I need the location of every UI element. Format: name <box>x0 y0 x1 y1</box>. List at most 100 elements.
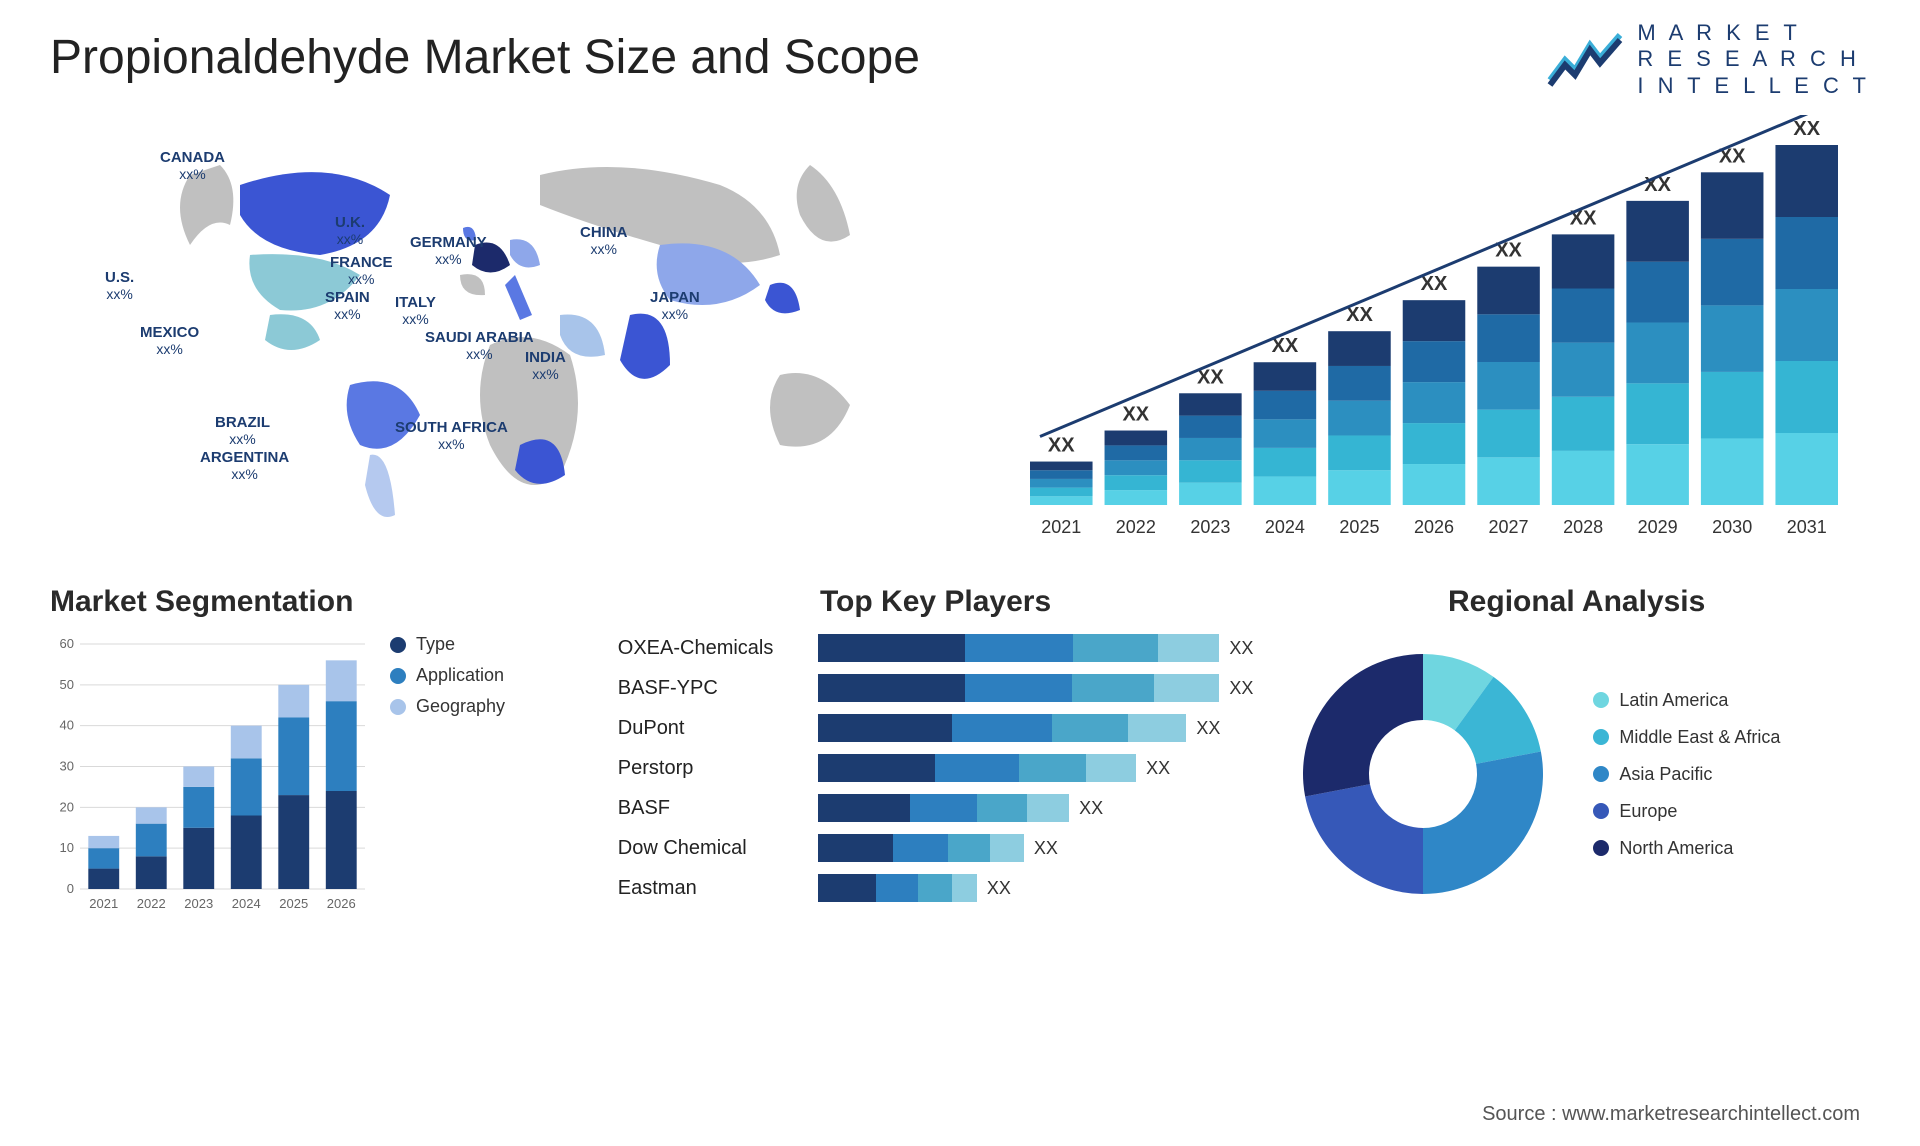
map-italy <box>505 275 532 320</box>
players-labels: OXEA-ChemicalsBASF-YPCDuPontPerstorpBASF… <box>618 634 798 902</box>
growth-bar-seg <box>1626 262 1689 323</box>
seg-bar-seg <box>88 869 119 889</box>
region-legend-item: Asia Pacific <box>1593 764 1780 785</box>
player-value: XX <box>1229 678 1253 699</box>
region-legend-item: Europe <box>1593 801 1780 822</box>
growth-bar-seg <box>1030 479 1093 488</box>
growth-bar-seg <box>1105 490 1168 505</box>
growth-bar-seg <box>1701 372 1764 439</box>
map-label-argentina: ARGENTINAxx% <box>200 450 289 483</box>
seg-legend-item: Geography <box>390 696 505 717</box>
player-bar-seg <box>893 834 948 862</box>
player-bar-seg <box>990 834 1024 862</box>
player-row: XX <box>818 634 1254 662</box>
growth-year-label: 2025 <box>1339 517 1379 537</box>
growth-bar-label: XX <box>1122 404 1149 426</box>
growth-bar-seg <box>1552 451 1615 505</box>
growth-year-label: 2027 <box>1489 517 1529 537</box>
growth-bar-seg <box>1328 331 1391 366</box>
growth-bar-seg <box>1477 457 1540 505</box>
logo-icon <box>1545 30 1625 90</box>
growth-bar-seg <box>1030 496 1093 505</box>
growth-year-label: 2030 <box>1712 517 1752 537</box>
growth-bar-seg <box>1775 217 1838 289</box>
seg-bar-seg <box>278 795 309 889</box>
growth-bar-seg <box>1030 488 1093 497</box>
segmentation-title: Market Segmentation <box>50 585 588 619</box>
growth-bar-seg <box>1403 464 1466 505</box>
legend-label: Asia Pacific <box>1619 764 1712 785</box>
player-bar-seg <box>818 634 965 662</box>
seg-bar-seg <box>231 726 262 759</box>
seg-xtick: 2024 <box>232 896 261 911</box>
player-bar <box>818 674 1220 702</box>
seg-ytick: 30 <box>60 759 74 774</box>
map-india <box>620 314 670 379</box>
logo-line3: I N T E L L E C T <box>1637 73 1870 99</box>
growth-year-label: 2026 <box>1414 517 1454 537</box>
player-bar-seg <box>1128 714 1187 742</box>
growth-bar-seg <box>1552 397 1615 451</box>
player-row: XX <box>818 834 1254 862</box>
growth-bar-seg <box>1775 289 1838 361</box>
seg-bar-seg <box>231 758 262 815</box>
seg-bar-seg <box>231 816 262 890</box>
growth-year-label: 2031 <box>1787 517 1827 537</box>
map-label-italy: ITALYxx% <box>395 295 436 328</box>
growth-bar-seg <box>1328 366 1391 401</box>
player-bar-seg <box>948 834 990 862</box>
player-bar <box>818 754 1136 782</box>
player-value: XX <box>987 878 1011 899</box>
player-label: Perstorp <box>618 754 798 782</box>
growth-year-label: 2028 <box>1563 517 1603 537</box>
player-bar <box>818 794 1069 822</box>
seg-bar-seg <box>183 828 214 889</box>
growth-bar-seg <box>1328 470 1391 505</box>
player-row: XX <box>818 874 1254 902</box>
growth-bar-seg <box>1254 362 1317 391</box>
seg-xtick: 2021 <box>89 896 118 911</box>
growth-bar-seg <box>1775 145 1838 217</box>
growth-bar-seg <box>1105 445 1168 460</box>
player-row: XX <box>818 714 1254 742</box>
growth-bar-seg <box>1701 438 1764 505</box>
player-bar-seg <box>1158 634 1220 662</box>
players-title: Top Key Players <box>618 585 1254 619</box>
player-value: XX <box>1229 638 1253 659</box>
growth-bar-seg <box>1626 444 1689 505</box>
map-label-south-africa: SOUTH AFRICAxx% <box>395 420 508 453</box>
segmentation-chart: 0102030405060202120222023202420252026 <box>50 634 370 914</box>
growth-bar-seg <box>1775 433 1838 505</box>
region-legend-item: North America <box>1593 838 1780 859</box>
map-label-india: INDIAxx% <box>525 350 566 383</box>
legend-label: Geography <box>416 696 505 717</box>
legend-swatch <box>390 637 406 653</box>
logo-line1: M A R K E T <box>1637 20 1870 46</box>
player-bar-seg <box>1154 674 1220 702</box>
donut-slice <box>1303 654 1423 796</box>
growth-bar-seg <box>1030 462 1093 471</box>
growth-bar-seg <box>1552 234 1615 288</box>
seg-legend-item: Type <box>390 634 505 655</box>
map-label-saudi-arabia: SAUDI ARABIAxx% <box>425 330 534 363</box>
growth-bar-label: XX <box>1793 118 1820 140</box>
map-japan <box>765 283 800 314</box>
seg-bar-seg <box>326 791 357 889</box>
growth-bar-seg <box>1030 470 1093 479</box>
player-row: XX <box>818 754 1254 782</box>
map-saudi <box>560 315 605 357</box>
donut-slice <box>1423 752 1543 894</box>
growth-bar-seg <box>1626 323 1689 384</box>
growth-bar-seg <box>1179 483 1242 505</box>
growth-bar-seg <box>1179 438 1242 460</box>
seg-ytick: 60 <box>60 636 74 651</box>
player-bar-seg <box>1027 794 1069 822</box>
seg-bar-seg <box>136 807 167 823</box>
growth-bar-seg <box>1701 305 1764 372</box>
player-label: DuPont <box>618 714 798 742</box>
player-value: XX <box>1034 838 1058 859</box>
seg-ytick: 50 <box>60 677 74 692</box>
map-argentina <box>365 455 395 517</box>
growth-bar-seg <box>1328 401 1391 436</box>
seg-ytick: 40 <box>60 718 74 733</box>
